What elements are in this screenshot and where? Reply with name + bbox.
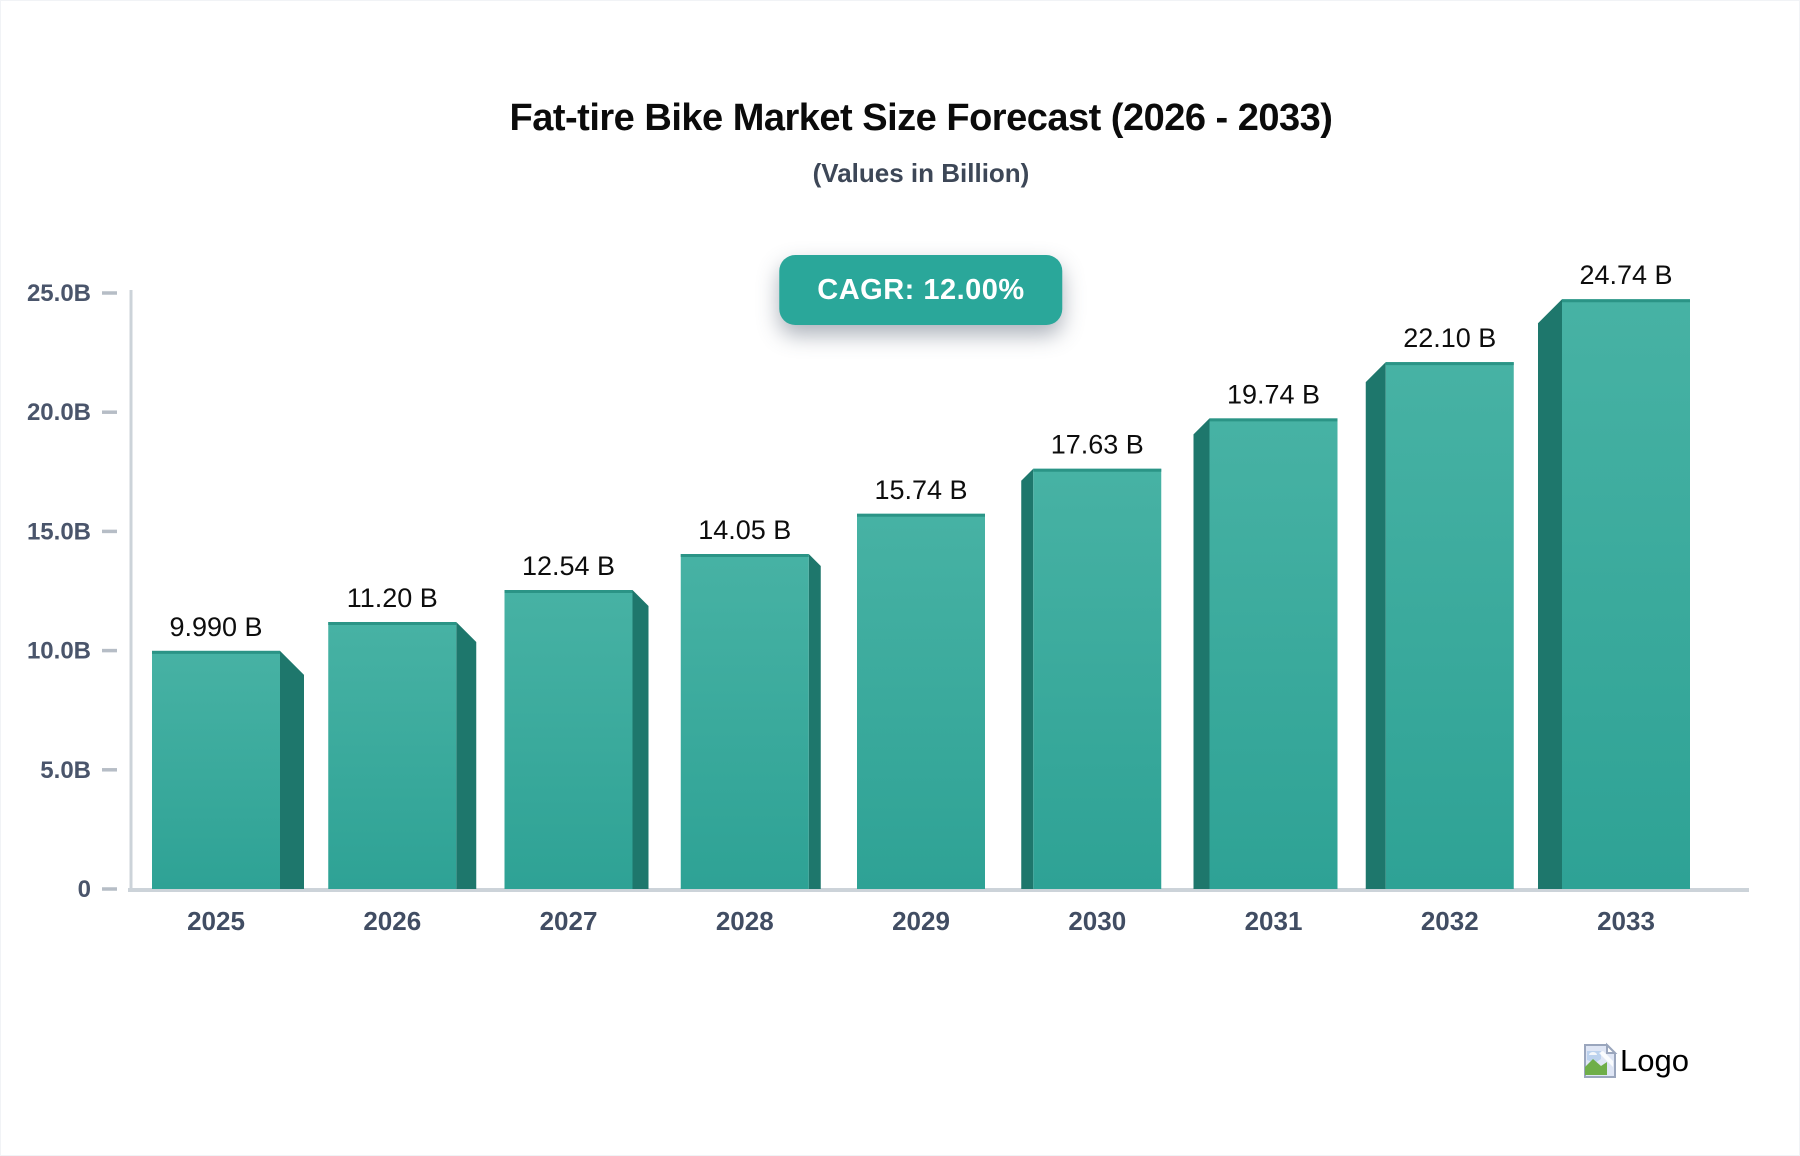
bar-value-label: 15.74 B <box>874 475 967 505</box>
bar-front-face <box>680 554 809 889</box>
labels-layer: 9.990 B 2025 11.20 B 2026 12.54 B 2027 14.05 B… <box>169 260 1672 936</box>
x-axis-label: 2025 <box>187 906 245 936</box>
logo-placeholder: Logo <box>1579 1041 1689 1081</box>
x-axis-label: 2031 <box>1245 906 1303 936</box>
y-axis-tick-label: 10.0B <box>27 638 91 665</box>
y-axis-tick-label: 15.0B <box>27 518 91 545</box>
bar-front-face <box>328 621 457 889</box>
bar-value-label: 19.74 B <box>1227 379 1320 409</box>
bar-2031 <box>1193 418 1338 889</box>
bar-2027 <box>504 590 649 889</box>
x-axis-label: 2027 <box>540 906 598 936</box>
bar-front-face <box>1033 468 1162 889</box>
y-axis-tick-label: 25.0B <box>27 280 91 307</box>
y-axis-tick-label: 0 <box>78 876 91 903</box>
bar-2033 <box>1538 299 1690 890</box>
bar-side-face <box>1193 418 1210 889</box>
chart-subtitle: (Values in Billion) <box>812 158 1030 188</box>
cagr-badge: CAGR: 12.00% <box>779 255 1063 325</box>
bar-side-face <box>808 554 821 889</box>
broken-image-icon <box>1584 1042 1618 1078</box>
bar-side-face <box>632 590 649 889</box>
bar-2029 <box>857 513 985 889</box>
bar-value-label: 11.20 B <box>347 583 438 613</box>
axis-layer: 0 5.0B 10.0B 15.0B 20.0B 25.0B <box>27 280 1749 903</box>
x-axis-label: 2029 <box>892 906 950 936</box>
y-axis-tick-label: 20.0B <box>27 399 91 426</box>
bar-side-face <box>1538 299 1562 890</box>
x-axis-label: 2032 <box>1421 906 1479 936</box>
bar-value-label: 17.63 B <box>1051 430 1144 460</box>
bar-2028 <box>680 554 821 889</box>
bars-layer <box>152 299 1690 890</box>
chart-title: Fat-tire Bike Market Size Forecast (2026… <box>509 97 1333 139</box>
bar-2032 <box>1365 362 1514 889</box>
bar-front-face <box>504 590 633 889</box>
bar-side-face <box>280 650 304 889</box>
bar-value-label: 12.54 B <box>522 551 615 581</box>
x-axis-label: 2028 <box>716 906 774 936</box>
x-axis-label: 2033 <box>1597 906 1655 936</box>
bar-value-label: 22.10 B <box>1403 323 1496 353</box>
bar-front-face <box>152 650 280 889</box>
bar-2030 <box>1021 468 1162 889</box>
bar-value-label: 24.74 B <box>1579 260 1672 290</box>
bar-value-label: 9.990 B <box>169 612 262 642</box>
y-axis-tick-label: 5.0B <box>40 757 91 784</box>
logo-alt-text: Logo <box>1620 1043 1689 1078</box>
bar-side-face <box>1021 468 1034 889</box>
x-axis-label: 2030 <box>1068 906 1126 936</box>
x-axis-label: 2026 <box>363 906 421 936</box>
bar-value-label: 14.05 B <box>698 515 791 545</box>
bar-front-face <box>857 513 985 889</box>
bar-side-face <box>456 621 477 889</box>
bar-front-face <box>1385 362 1514 889</box>
chart-header: Fat-tire Bike Market Size Forecast (2026… <box>21 97 1799 189</box>
bar-front-face <box>1562 299 1690 890</box>
bar-2025 <box>152 650 304 889</box>
bar-side-face <box>1365 362 1386 889</box>
bar-front-face <box>1209 418 1338 889</box>
bar-2026 <box>328 621 477 889</box>
